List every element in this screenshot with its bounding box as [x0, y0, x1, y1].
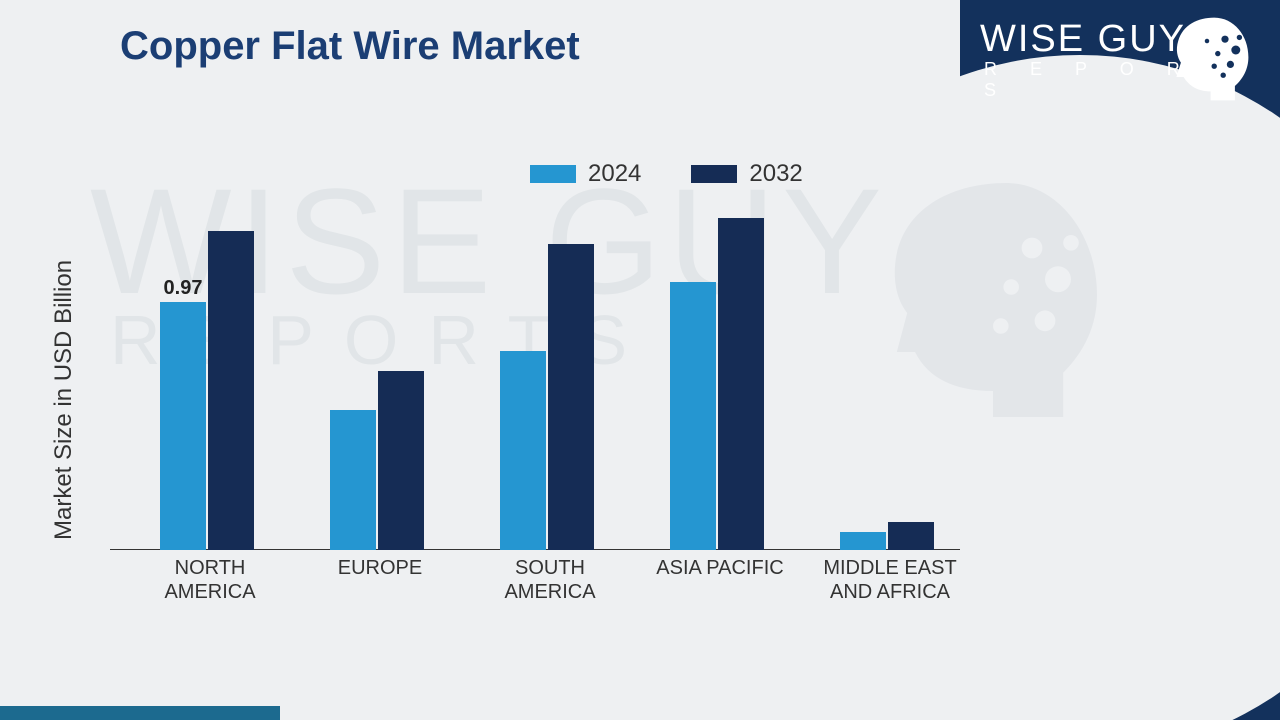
x-axis-label: SOUTH AMERICA: [470, 556, 630, 604]
x-axis-label: ASIA PACIFIC: [640, 556, 800, 580]
x-axis-label: MIDDLE EAST AND AFRICA: [810, 556, 970, 604]
bar-2024: [840, 532, 886, 550]
bar-2024: 0.97: [160, 302, 206, 550]
brand-head-icon: [1162, 14, 1252, 104]
bar-2032: [718, 218, 764, 550]
y-axis-label: Market Size in USD Billion: [50, 260, 78, 540]
bar-2024: [500, 351, 546, 550]
chart-title: Copper Flat Wire Market: [120, 24, 580, 69]
bar-2024: [330, 410, 376, 550]
bar-2024: [670, 282, 716, 550]
bar-2032: [888, 522, 934, 550]
bar-chart: 0.97: [110, 180, 960, 550]
bar-2032: [378, 371, 424, 550]
bar-2032: [548, 244, 594, 550]
page: WISE GUY REPORTS WISE GUY R E P O R T S …: [0, 0, 1280, 720]
x-axis-label: NORTH AMERICA: [130, 556, 290, 604]
x-axis-label: EUROPE: [300, 556, 460, 580]
footer-accent-bar: [0, 706, 280, 720]
bar-value-label: 0.97: [164, 277, 203, 302]
bar-2032: [208, 231, 254, 550]
